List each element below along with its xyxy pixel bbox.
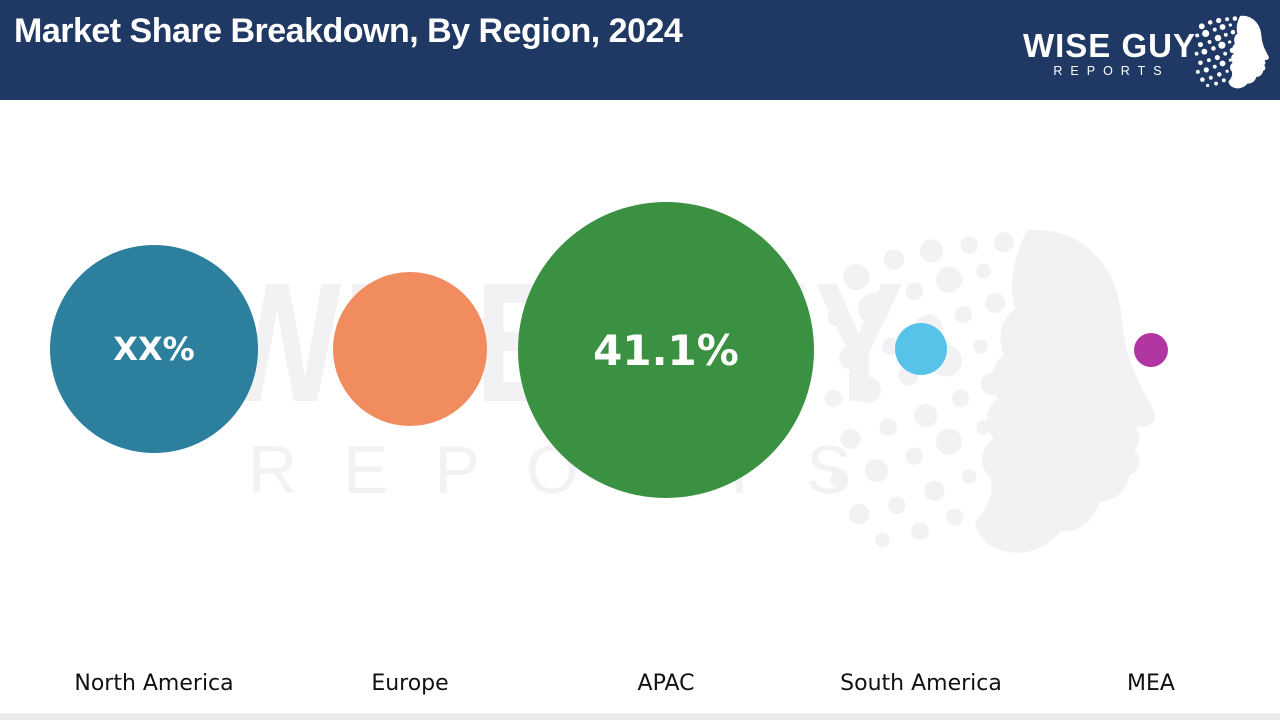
bubble-apac: 41.1% (518, 202, 814, 498)
brand-subname: REPORTS (1053, 63, 1170, 78)
bubble-north-america: XX% (50, 245, 258, 453)
bubble-south-america (895, 323, 947, 375)
bubble-value-label: XX% (113, 330, 195, 368)
brand-logo: WISE GUY REPORTS (1023, 14, 1270, 92)
header-bar: Market Share Breakdown, By Region, 2024 … (0, 0, 1280, 100)
bubble-europe (333, 272, 487, 426)
brand-name: WISE GUY (1022, 26, 1196, 64)
bubble-value-label: 41.1% (593, 325, 739, 375)
brand-logo-text: WISE GUY REPORTS (1023, 29, 1196, 78)
bubble-mea (1134, 333, 1168, 367)
page-title: Market Share Breakdown, By Region, 2024 (14, 12, 683, 50)
dotted-head-icon (1194, 15, 1269, 89)
bottom-edge-strip (0, 713, 1280, 720)
